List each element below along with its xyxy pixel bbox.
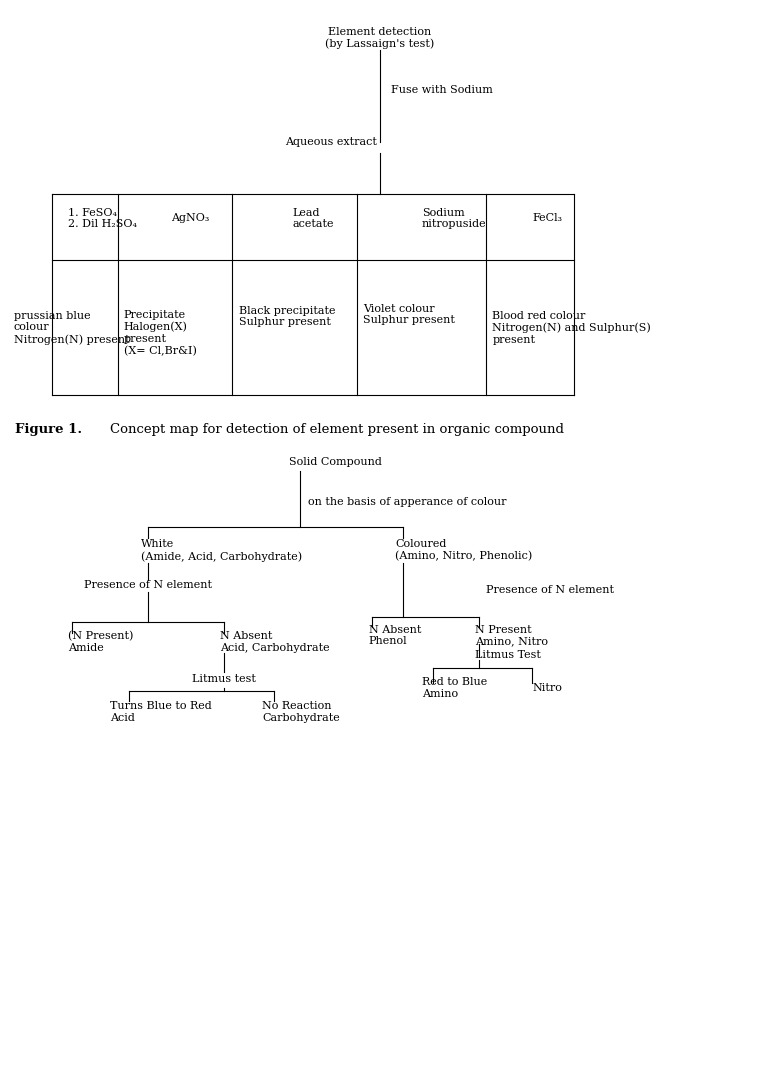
Text: on the basis of apperance of colour: on the basis of apperance of colour (308, 497, 506, 508)
Text: Litmus Test: Litmus Test (475, 650, 541, 661)
Text: Presence of N element: Presence of N element (84, 580, 212, 591)
Text: Nitro: Nitro (532, 682, 562, 693)
Text: Black precipitate
Sulphur present: Black precipitate Sulphur present (239, 306, 336, 328)
Text: Violet colour
Sulphur present: Violet colour Sulphur present (363, 304, 455, 325)
Text: Precipitate
Halogen(X)
present
(X= Cl,Br&I): Precipitate Halogen(X) present (X= Cl,Br… (124, 310, 197, 356)
Text: Litmus test: Litmus test (192, 674, 256, 685)
Text: No Reaction
Carbohydrate: No Reaction Carbohydrate (262, 701, 340, 723)
Text: Lead
acetate: Lead acetate (293, 207, 334, 229)
Text: AgNO₃: AgNO₃ (171, 213, 209, 224)
Text: Element detection
(by Lassaign's test): Element detection (by Lassaign's test) (325, 27, 435, 49)
Text: prussian blue
colour
Nitrogen(N) present: prussian blue colour Nitrogen(N) present (14, 310, 129, 345)
Text: 1. FeSO₄
2. Dil H₂SO₄: 1. FeSO₄ 2. Dil H₂SO₄ (68, 207, 138, 229)
Text: Aqueous extract: Aqueous extract (285, 136, 377, 147)
Text: FeCl₃: FeCl₃ (532, 213, 562, 224)
Text: N Absent
Acid, Carbohydrate: N Absent Acid, Carbohydrate (220, 631, 330, 653)
Text: N Absent
Phenol: N Absent Phenol (369, 625, 421, 646)
Text: Concept map for detection of element present in organic compound: Concept map for detection of element pre… (110, 423, 564, 436)
Text: Turns Blue to Red
Acid: Turns Blue to Red Acid (110, 701, 212, 723)
Text: Figure 1.: Figure 1. (15, 423, 82, 436)
Text: Presence of N element: Presence of N element (486, 584, 614, 595)
Text: Coloured
(Amino, Nitro, Phenolic): Coloured (Amino, Nitro, Phenolic) (395, 539, 533, 561)
Text: Fuse with Sodium: Fuse with Sodium (391, 84, 493, 95)
Text: Blood red colour
Nitrogen(N) and Sulphur(S)
present: Blood red colour Nitrogen(N) and Sulphur… (492, 310, 651, 345)
Text: White
(Amide, Acid, Carbohydrate): White (Amide, Acid, Carbohydrate) (141, 539, 302, 561)
Text: Solid Compound: Solid Compound (289, 456, 382, 467)
Text: (N Present)
Amide: (N Present) Amide (68, 631, 134, 653)
Text: N Present
Amino, Nitro: N Present Amino, Nitro (475, 625, 548, 646)
Text: Sodium
nitropuside: Sodium nitropuside (422, 207, 486, 229)
Text: Red to Blue
Amino: Red to Blue Amino (422, 677, 487, 699)
